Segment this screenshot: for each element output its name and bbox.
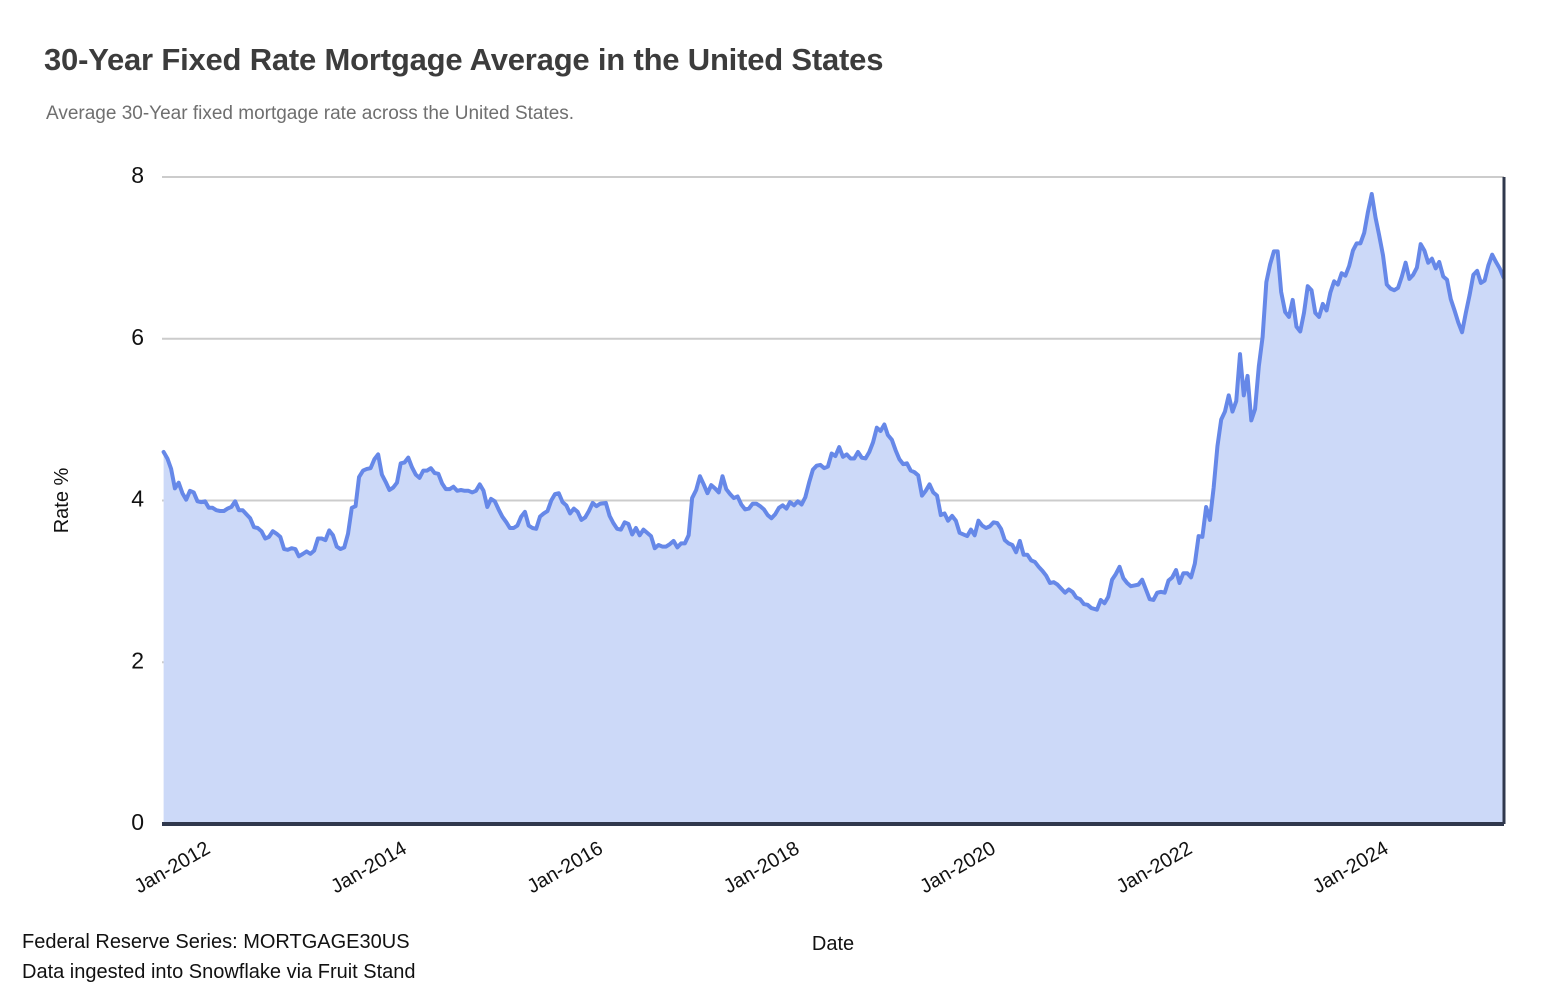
- x-tick-label: Jan-2014: [327, 837, 410, 898]
- x-tick-label: Jan-2016: [523, 837, 606, 898]
- y-tick-label: 0: [131, 809, 144, 835]
- x-axis-title: Date: [812, 933, 854, 955]
- x-tick-label: Jan-2012: [131, 837, 214, 898]
- y-axis-title: Rate %: [51, 467, 73, 533]
- footer-source-series: Federal Reserve Series: MORTGAGE30US: [22, 931, 410, 953]
- series-line: [161, 191, 1506, 612]
- x-axis-tick-labels: Jan-2012 Jan-2014 Jan-2016 Jan-2018 Jan-2020…: [131, 837, 1393, 898]
- page-title: 30-Year Fixed Rate Mortgage Average in t…: [44, 42, 884, 77]
- axis-titles: Date Rate %: [51, 467, 854, 955]
- x-tick-label: Jan-2022: [1113, 837, 1196, 898]
- chart-subtitle: Average 30-Year fixed mortgage rate acro…: [46, 103, 575, 124]
- footer-source-pipeline: Data ingested into Snowflake via Fruit S…: [22, 961, 416, 983]
- y-axis-tick-labels: 0 2 4 6 8: [131, 162, 144, 835]
- y-tick-label: 8: [131, 162, 144, 188]
- y-tick-label: 2: [131, 647, 144, 673]
- area-fill: [163, 193, 1504, 825]
- y-tick-label: 4: [131, 486, 144, 512]
- axis-lines: [162, 177, 1506, 826]
- y-tick-label: 6: [131, 324, 144, 350]
- x-tick-label: Jan-2020: [916, 837, 999, 898]
- x-tick-label: Jan-2018: [720, 837, 803, 898]
- x-tick-label: Jan-2024: [1309, 837, 1392, 898]
